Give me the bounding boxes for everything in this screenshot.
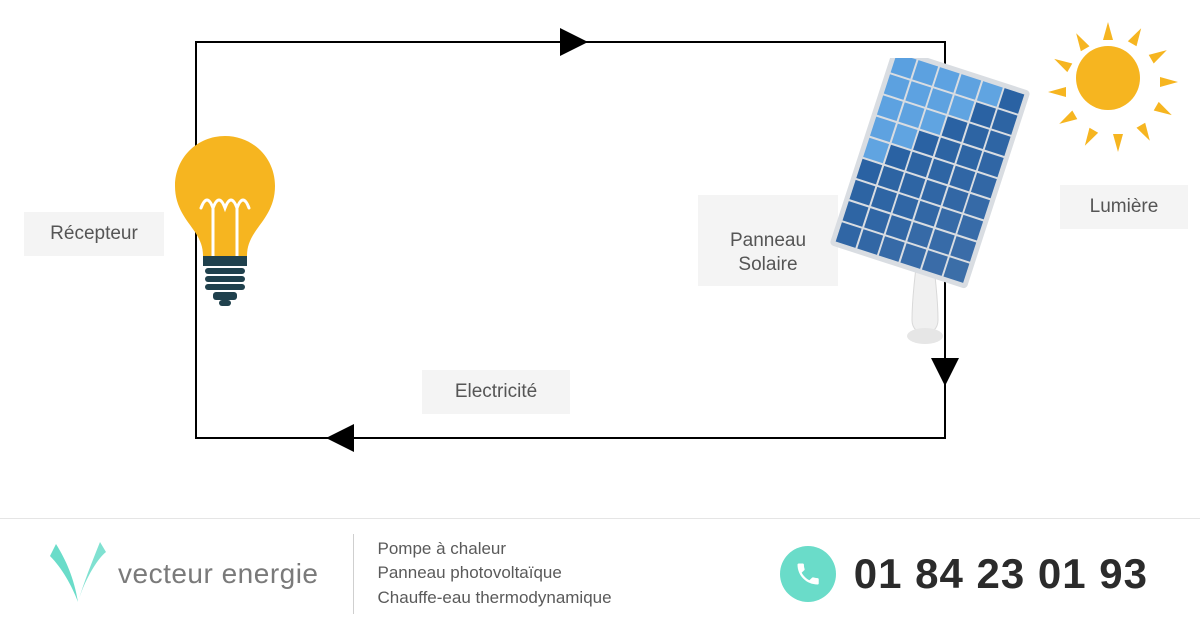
- service-item: Panneau photovoltaïque: [378, 561, 612, 586]
- service-item: Chauffe-eau thermodynamique: [378, 586, 612, 611]
- footer: vecteur energie Pompe à chaleur Panneau …: [0, 519, 1200, 628]
- services-list: Pompe à chaleur Panneau photovoltaïque C…: [378, 537, 612, 611]
- logo-leaf-icon: [48, 542, 108, 606]
- phone-number: 01 84 23 01 93: [854, 550, 1148, 598]
- label-panneau-text: Panneau Solaire: [730, 230, 806, 275]
- lightbulb-icon: [175, 136, 275, 306]
- label-lumiere-text: Lumière: [1090, 196, 1159, 217]
- label-panneau: Panneau Solaire: [698, 195, 838, 286]
- circuit-bottom: [195, 437, 945, 439]
- brand-logo: vecteur energie: [48, 542, 319, 606]
- brand-name: vecteur energie: [118, 558, 319, 590]
- arrow-bottom-left: [326, 424, 354, 452]
- label-electricite-text: Electricité: [455, 381, 537, 402]
- label-electricite: Electricité: [422, 370, 570, 414]
- label-recepteur-text: Récepteur: [50, 223, 138, 244]
- diagram-canvas: Récepteur Panneau Solaire Lumière Electr…: [0, 0, 1200, 628]
- solar-panel-icon: [820, 58, 1030, 358]
- phone-block: 01 84 23 01 93: [780, 546, 1148, 602]
- service-item: Pompe à chaleur: [378, 537, 612, 562]
- label-lumiere: Lumière: [1060, 185, 1188, 229]
- label-recepteur: Récepteur: [24, 212, 164, 256]
- phone-icon: [780, 546, 836, 602]
- footer-vsep: [353, 534, 354, 614]
- arrow-right-down: [931, 358, 959, 386]
- arrow-top-right: [560, 28, 588, 56]
